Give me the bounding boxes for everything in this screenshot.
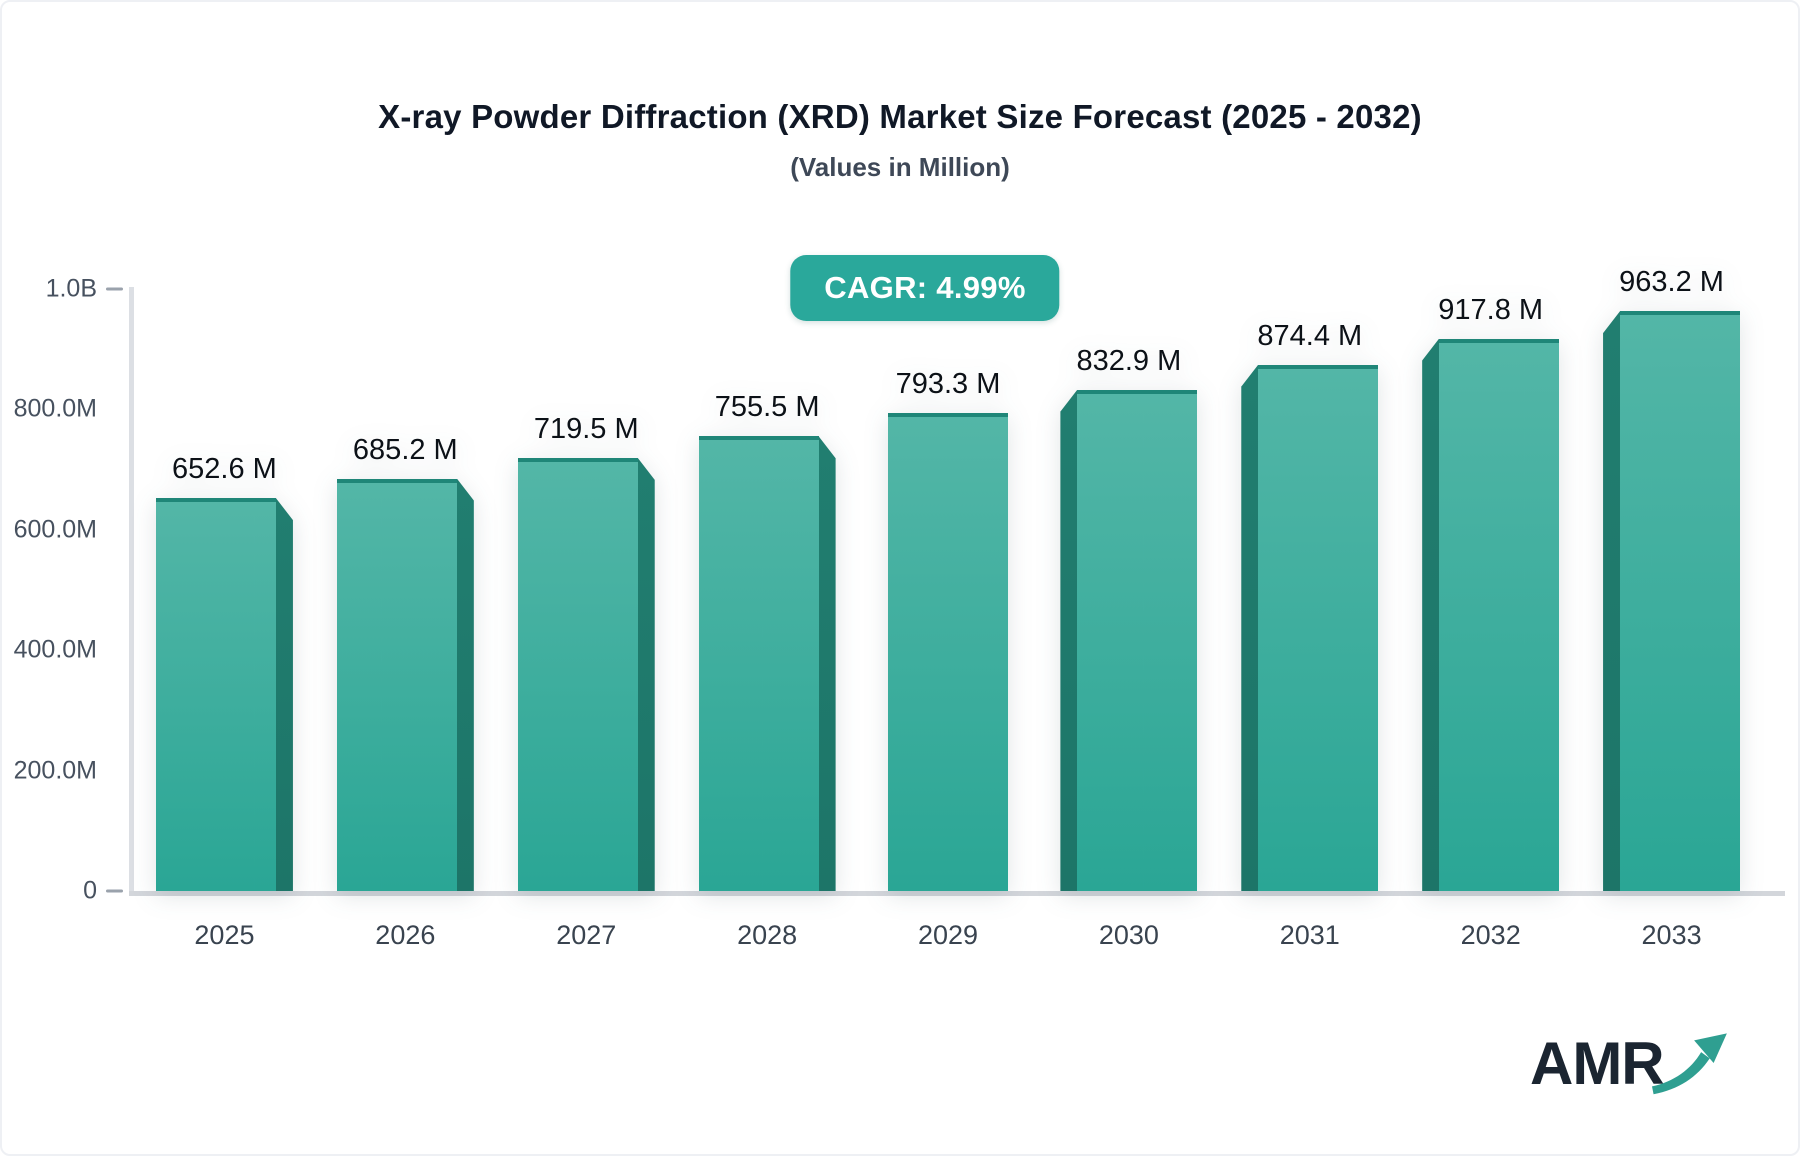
x-axis-label-2031: 2031	[1279, 920, 1340, 950]
y-axis-line	[129, 287, 134, 893]
bar-body	[1077, 389, 1198, 891]
bar-2027: 719.5 M	[517, 413, 655, 891]
bar-2026: 685.2 M	[336, 434, 474, 891]
bar-slot: 755.5 M	[677, 289, 858, 891]
bar-slot: 917.8 M	[1400, 289, 1581, 891]
bar-side-face	[456, 478, 474, 891]
x-axis-baseline	[129, 891, 1785, 896]
x-axis-label-2032: 2032	[1460, 920, 1521, 950]
growth-arrow-icon	[1651, 1033, 1727, 1095]
y-axis-tick-label: 400.0M	[13, 635, 97, 664]
bar-body	[517, 457, 638, 891]
x-axis-label-2025: 2025	[194, 920, 255, 950]
bar-2032: 917.8 M	[1422, 294, 1560, 891]
bar-value-label: 917.8 M	[1438, 293, 1544, 326]
bar-2031: 874.4 M	[1241, 320, 1379, 891]
bars-container: 652.6 M 685.2 M 719.5 M 755.5 M 793.3 M 832.9…	[134, 266, 1762, 891]
y-axis-tick-label: 1.0B	[45, 274, 97, 303]
bar-side-face	[637, 457, 655, 891]
bar-body	[336, 478, 457, 891]
bar-side-face	[1422, 338, 1440, 891]
bar-side-face	[275, 498, 293, 891]
bar-slot: 793.3 M	[858, 289, 1039, 891]
y-axis-tick-label: 600.0M	[13, 515, 97, 544]
x-axis-label-2027: 2027	[556, 920, 617, 950]
x-axis-labels: 2025 2026 2027 2028 2029 2030 2031 2032 2033	[134, 920, 1762, 951]
amr-logo-text: AMR	[1530, 1030, 1665, 1097]
bar-value-label: 652.6 M	[172, 453, 277, 486]
bar-side-face	[1060, 389, 1078, 891]
bar-slot: 874.4 M	[1219, 289, 1400, 891]
bar-slot: 719.5 M	[496, 289, 677, 891]
y-axis-tick-dash	[106, 287, 123, 291]
x-axis-label-2030: 2030	[1098, 920, 1159, 950]
bar-2029: 793.3 M	[880, 368, 1017, 891]
x-axis-label-2033: 2033	[1641, 920, 1702, 950]
y-axis-tick-600.0M: 600.0M	[2, 515, 123, 544]
bar-2025: 652.6 M	[155, 453, 293, 891]
bar-value-label: 685.2 M	[352, 433, 458, 466]
y-axis-tick-label: 200.0M	[13, 756, 97, 785]
bar-side-face	[1241, 364, 1259, 891]
bar-body	[887, 413, 1008, 891]
chart-title: X-ray Powder Diffraction (XRD) Market Si…	[378, 98, 1422, 135]
amr-logo: AMR	[1530, 1030, 1730, 1098]
bar-value-label: 832.9 M	[1076, 344, 1182, 377]
x-axis-label-2028: 2028	[737, 920, 798, 950]
bar-body	[1439, 338, 1560, 891]
y-axis-tick-label: 0	[83, 876, 97, 905]
bar-side-face	[1603, 311, 1621, 891]
cagr-badge: CAGR: 4.99%	[790, 255, 1060, 321]
chart-header: X-ray Powder Diffraction (XRD) Market Si…	[2, 98, 1798, 183]
bar-side-face	[818, 436, 836, 891]
y-axis-tick-dash	[106, 889, 123, 893]
y-axis-tick-1.0B: 1.0B	[2, 275, 123, 304]
y-axis-tick-label: 800.0M	[13, 394, 97, 423]
x-axis-label-2026: 2026	[375, 920, 436, 950]
bar-value-label: 874.4 M	[1257, 319, 1363, 352]
bar-body	[1258, 364, 1379, 891]
bar-slot: 685.2 M	[315, 289, 496, 891]
bar-body	[698, 436, 819, 891]
bar-body	[155, 498, 276, 891]
y-axis-tick-400.0M: 400.0M	[2, 636, 123, 665]
bar-2030: 832.9 M	[1060, 345, 1198, 891]
bar-slot: 652.6 M	[134, 289, 315, 891]
y-axis-ticks: 0 200.0M 400.0M 600.0M 800.0M 1.0B	[2, 275, 123, 905]
y-axis-tick-800.0M: 800.0M	[2, 395, 123, 424]
x-axis-label-2029: 2029	[917, 920, 979, 950]
bar-slot: 832.9 M	[1038, 289, 1219, 891]
bar-slot: 963.2 M	[1581, 266, 1762, 891]
bar-2033: 963.2 M	[1603, 266, 1741, 891]
bar-value-label: 719.5 M	[533, 412, 639, 445]
bar-value-label: 755.5 M	[714, 391, 820, 424]
y-axis-tick-0: 0	[2, 877, 123, 906]
bar-value-label: 963.2 M	[1619, 266, 1724, 299]
bar-2028: 755.5 M	[698, 391, 836, 891]
plot-area: 652.6 M 685.2 M 719.5 M 755.5 M 793.3 M 832.9…	[129, 266, 1785, 896]
bar-value-label: 793.3 M	[895, 368, 1001, 401]
y-axis-tick-200.0M: 200.0M	[2, 756, 123, 785]
bar-body	[1620, 311, 1741, 891]
chart-subtitle: (Values in Million)	[790, 152, 1010, 182]
